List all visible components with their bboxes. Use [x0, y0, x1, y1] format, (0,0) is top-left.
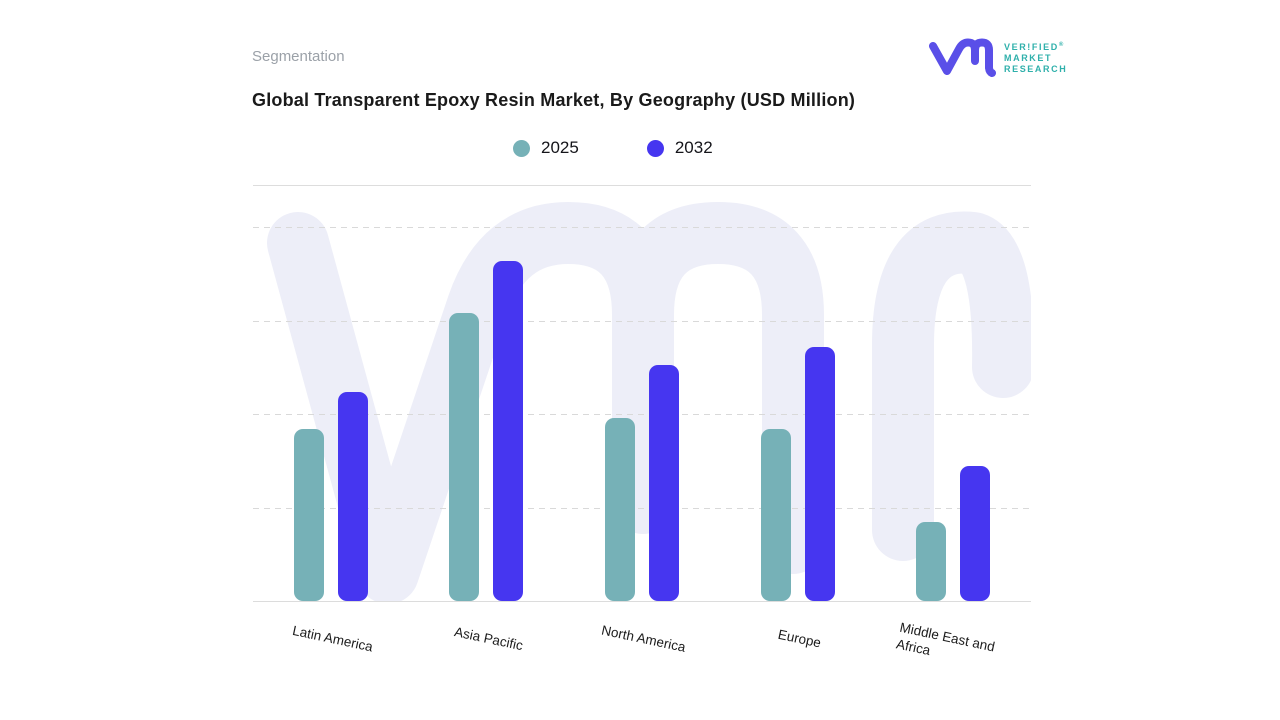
x-label-asia-pacific: Asia Pacific [452, 624, 524, 654]
legend-item-2032[interactable]: 2032 [646, 138, 713, 158]
bar-2025-north-america[interactable] [604, 418, 635, 601]
bar-group-asia-pacific [409, 261, 565, 601]
section-eyebrow: Segmentation [252, 48, 345, 65]
bar-group-latin-america [253, 392, 409, 601]
bar-2032-europe[interactable] [804, 347, 835, 601]
chart-legend: 2025 2032 [513, 138, 713, 158]
x-label-slot-asia-pacific: Asia Pacific [409, 624, 565, 664]
bar-group-middle-east-and-africa [875, 466, 1031, 601]
chart-title: Global Transparent Epoxy Resin Market, B… [252, 90, 856, 111]
legend-dot-2025-icon [513, 139, 530, 157]
legend-label-2025: 2025 [541, 138, 579, 157]
bar-2032-latin-america[interactable] [337, 392, 368, 601]
x-label-slot-latin-america: Latin America [253, 623, 409, 664]
x-label-middle-east-and-africa: Middle East and Africa [895, 619, 997, 659]
bar-2025-middle-east-and-africa[interactable] [916, 522, 947, 601]
bar-2032-north-america[interactable] [648, 365, 679, 601]
bar-group-north-america [564, 365, 720, 601]
gridline-100 [253, 227, 1031, 228]
plot-area [253, 185, 1031, 602]
x-axis-labels: Latin America Asia Pacific North America Eu… [253, 620, 1031, 664]
bar-2032-middle-east-and-africa[interactable] [960, 466, 991, 601]
vmr-logo-mark-icon [929, 38, 996, 77]
bar-group-europe [720, 347, 876, 601]
legend-item-2025[interactable]: 2025 [513, 138, 579, 158]
x-label-slot-middle-east-and-africa: Middle East and Africa [875, 620, 1031, 664]
x-axis-baseline [253, 601, 1031, 602]
legend-label-2032: 2032 [674, 138, 713, 157]
x-label-europe: Europe [776, 626, 823, 651]
gridline-75 [253, 320, 1031, 322]
vmr-logo-text: VER!FIED® MARKET RESEARCH [1004, 41, 1068, 74]
bar-2025-asia-pacific[interactable] [449, 313, 480, 601]
x-label-slot-north-america: North America [564, 622, 720, 664]
x-label-slot-europe: Europe [720, 627, 876, 664]
bars-row [253, 184, 1031, 601]
bar-2025-europe[interactable] [760, 429, 791, 601]
vmr-logo: VER!FIED® MARKET RESEARCH [926, 36, 1067, 78]
x-label-latin-america: Latin America [290, 622, 375, 655]
gridline-25 [253, 507, 1031, 509]
legend-dot-2032-icon [646, 139, 664, 157]
registered-mark: ® [1058, 41, 1064, 48]
bar-2032-asia-pacific[interactable] [493, 261, 524, 601]
bar-2025-latin-america[interactable] [293, 429, 324, 601]
x-label-north-america: North America [600, 622, 688, 655]
gridline-50 [253, 414, 1031, 415]
header-divider [253, 185, 1031, 186]
